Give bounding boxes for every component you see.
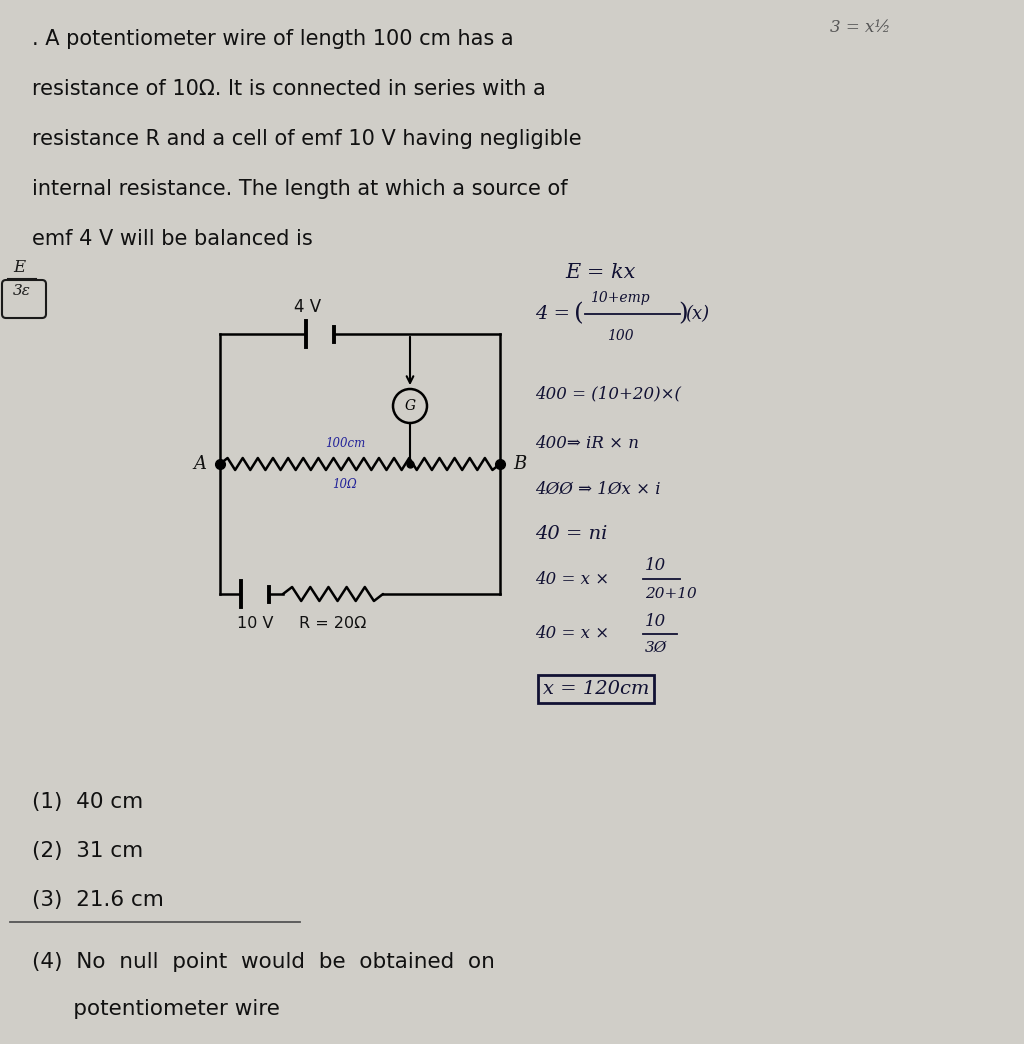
Text: 400⇒ iR × n: 400⇒ iR × n bbox=[535, 435, 639, 452]
Text: 100: 100 bbox=[607, 329, 634, 343]
Text: (4)  No  null  point  would  be  obtained  on: (4) No null point would be obtained on bbox=[32, 952, 495, 972]
Text: . A potentiometer wire of length 100 cm has a: . A potentiometer wire of length 100 cm … bbox=[32, 29, 514, 49]
Text: 40 = x ×: 40 = x × bbox=[535, 625, 609, 642]
Text: (3)  21.6 cm: (3) 21.6 cm bbox=[32, 889, 164, 910]
Text: (1)  40 cm: (1) 40 cm bbox=[32, 792, 143, 812]
Text: internal resistance. The length at which a source of: internal resistance. The length at which… bbox=[32, 179, 567, 199]
Text: x = 120cm: x = 120cm bbox=[543, 680, 649, 698]
Text: 10: 10 bbox=[645, 557, 667, 574]
Text: E: E bbox=[13, 259, 26, 276]
Text: 3Ø: 3Ø bbox=[645, 641, 668, 655]
Text: emf 4 V will be balanced is: emf 4 V will be balanced is bbox=[32, 229, 312, 250]
Text: (: ( bbox=[574, 303, 584, 326]
Text: ): ) bbox=[678, 303, 688, 326]
Text: 40 = ni: 40 = ni bbox=[535, 525, 607, 543]
Text: 10: 10 bbox=[645, 613, 667, 630]
Text: R = 20Ω: R = 20Ω bbox=[299, 616, 367, 631]
Text: (x): (x) bbox=[685, 305, 710, 323]
Text: A: A bbox=[194, 455, 207, 473]
Text: 3 = x½: 3 = x½ bbox=[830, 19, 891, 35]
Text: 400 = (10+20)×(: 400 = (10+20)×( bbox=[535, 385, 681, 403]
Text: resistance of 10Ω. It is connected in series with a: resistance of 10Ω. It is connected in se… bbox=[32, 79, 546, 99]
Text: G: G bbox=[404, 399, 416, 413]
Text: 10 V: 10 V bbox=[237, 616, 273, 631]
Text: 3ε: 3ε bbox=[13, 284, 31, 298]
Text: 4ØØ ⇒ 1Øx × i: 4ØØ ⇒ 1Øx × i bbox=[535, 480, 660, 498]
Text: 10+emp: 10+emp bbox=[590, 291, 649, 305]
Text: potentiometer wire: potentiometer wire bbox=[32, 999, 280, 1019]
Text: E = kx: E = kx bbox=[565, 262, 635, 282]
Text: B: B bbox=[513, 455, 526, 473]
Text: 4 V: 4 V bbox=[295, 298, 322, 316]
Text: (2)  31 cm: (2) 31 cm bbox=[32, 841, 143, 861]
Text: 100cm: 100cm bbox=[325, 437, 366, 450]
Text: 40 = x ×: 40 = x × bbox=[535, 570, 609, 588]
Text: 4 =: 4 = bbox=[535, 305, 570, 323]
Text: 20+10: 20+10 bbox=[645, 587, 696, 601]
Text: resistance R and a cell of emf 10 V having negligible: resistance R and a cell of emf 10 V havi… bbox=[32, 129, 582, 149]
Text: 10Ω: 10Ω bbox=[333, 478, 357, 491]
